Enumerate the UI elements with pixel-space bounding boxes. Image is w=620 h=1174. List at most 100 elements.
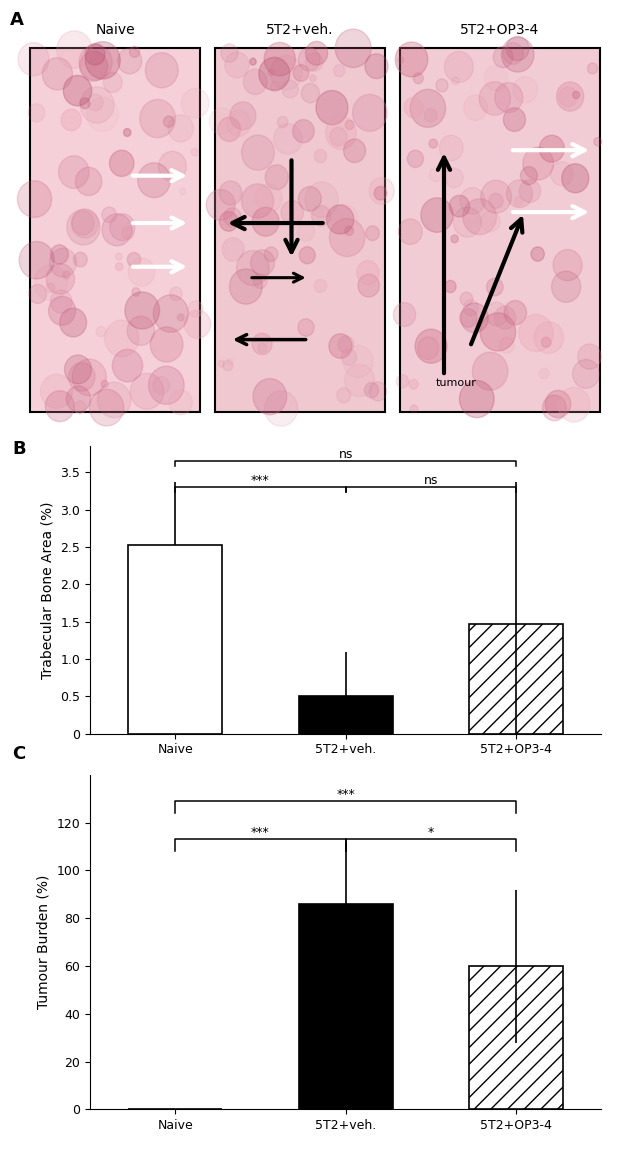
Circle shape: [334, 65, 345, 76]
Circle shape: [180, 188, 186, 195]
Circle shape: [149, 366, 184, 404]
Circle shape: [503, 108, 526, 131]
Circle shape: [18, 42, 49, 76]
Circle shape: [418, 337, 438, 359]
Circle shape: [480, 180, 511, 214]
Circle shape: [97, 382, 131, 418]
Circle shape: [356, 261, 379, 284]
Circle shape: [398, 218, 422, 244]
Circle shape: [244, 69, 267, 95]
Circle shape: [102, 207, 117, 223]
Circle shape: [337, 387, 351, 403]
Circle shape: [236, 250, 269, 285]
Circle shape: [50, 248, 76, 277]
Circle shape: [219, 211, 238, 231]
Circle shape: [425, 108, 437, 122]
Circle shape: [250, 250, 275, 276]
Circle shape: [17, 181, 51, 217]
Circle shape: [66, 386, 91, 412]
Bar: [469, 966, 563, 1109]
Circle shape: [542, 396, 566, 420]
Circle shape: [252, 208, 279, 236]
Circle shape: [366, 225, 379, 241]
Circle shape: [297, 222, 315, 241]
Text: ***: ***: [336, 788, 355, 801]
Circle shape: [404, 97, 423, 117]
Bar: [30, 48, 200, 412]
Circle shape: [226, 110, 251, 136]
Circle shape: [105, 321, 139, 357]
Circle shape: [270, 55, 302, 90]
Circle shape: [503, 42, 523, 65]
Circle shape: [436, 79, 448, 92]
Circle shape: [123, 129, 131, 136]
Circle shape: [253, 378, 286, 414]
Circle shape: [177, 313, 184, 321]
Circle shape: [72, 211, 94, 235]
Circle shape: [451, 235, 458, 243]
Circle shape: [127, 316, 154, 345]
Circle shape: [519, 315, 553, 351]
Circle shape: [553, 250, 582, 281]
Circle shape: [264, 42, 295, 76]
Text: C: C: [12, 745, 25, 763]
Circle shape: [40, 375, 73, 409]
Circle shape: [429, 139, 438, 148]
Circle shape: [298, 187, 321, 211]
Circle shape: [299, 247, 316, 264]
Circle shape: [130, 46, 140, 58]
Circle shape: [507, 180, 533, 208]
Text: A: A: [10, 11, 24, 28]
Circle shape: [230, 102, 256, 129]
Circle shape: [330, 128, 347, 146]
Circle shape: [365, 54, 388, 79]
Circle shape: [46, 283, 55, 292]
Circle shape: [153, 295, 188, 332]
Circle shape: [459, 309, 477, 328]
Text: tumour: tumour: [436, 378, 477, 389]
Circle shape: [221, 43, 238, 62]
Circle shape: [182, 88, 209, 119]
Text: ***: ***: [251, 826, 270, 839]
Text: Naive: Naive: [95, 23, 135, 38]
Text: *: *: [428, 826, 434, 839]
Circle shape: [495, 82, 523, 113]
Circle shape: [480, 312, 516, 351]
Circle shape: [534, 322, 564, 353]
Circle shape: [264, 247, 278, 262]
Circle shape: [153, 377, 169, 394]
Circle shape: [59, 156, 89, 188]
Circle shape: [485, 302, 508, 326]
Circle shape: [72, 359, 107, 396]
Circle shape: [254, 274, 267, 289]
Circle shape: [587, 63, 598, 74]
Circle shape: [316, 90, 348, 124]
Circle shape: [222, 237, 244, 262]
Circle shape: [252, 333, 272, 355]
Circle shape: [145, 53, 178, 88]
Circle shape: [519, 180, 541, 203]
Circle shape: [369, 382, 387, 400]
Circle shape: [353, 94, 387, 131]
Circle shape: [74, 400, 86, 413]
Circle shape: [551, 162, 573, 185]
Circle shape: [445, 281, 456, 292]
Circle shape: [224, 208, 241, 227]
Circle shape: [559, 87, 577, 107]
Circle shape: [69, 363, 95, 391]
Circle shape: [265, 164, 288, 189]
Circle shape: [343, 139, 366, 162]
Bar: [215, 48, 385, 412]
Circle shape: [327, 205, 354, 234]
Circle shape: [450, 195, 469, 217]
Circle shape: [86, 41, 120, 79]
Circle shape: [461, 303, 489, 332]
Circle shape: [345, 120, 354, 129]
Circle shape: [397, 56, 404, 63]
Circle shape: [472, 352, 508, 390]
Circle shape: [409, 379, 419, 389]
Circle shape: [210, 108, 234, 135]
Circle shape: [89, 390, 124, 426]
Circle shape: [440, 135, 463, 161]
Circle shape: [64, 355, 91, 384]
